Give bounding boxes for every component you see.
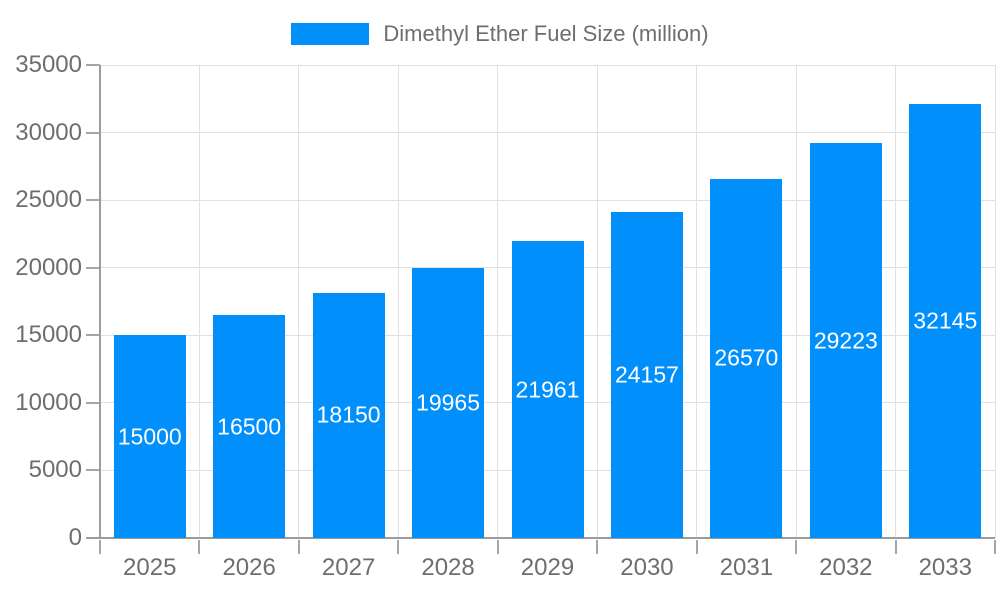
x-axis-label: 2026 xyxy=(222,554,276,581)
y-axis-label: 0 xyxy=(68,524,82,551)
x-axis-label: 2027 xyxy=(321,554,376,581)
gridline-vertical xyxy=(397,65,399,538)
legend-label: Dimethyl Ether Fuel Size (million) xyxy=(383,21,709,46)
x-axis-label: 2028 xyxy=(421,554,475,581)
legend-swatch xyxy=(291,23,370,45)
bar-2030[interactable] xyxy=(610,211,683,538)
gridline-vertical xyxy=(696,65,698,538)
bar-value-label: 26570 xyxy=(714,344,779,371)
x-axis-tick xyxy=(795,540,798,554)
y-axis-tick xyxy=(86,64,100,66)
bar-value-label: 32145 xyxy=(913,307,978,334)
bar-2033[interactable] xyxy=(909,103,982,538)
gridline-vertical xyxy=(596,65,598,538)
x-axis-label: 2033 xyxy=(918,554,972,581)
bar-2032[interactable] xyxy=(809,143,882,538)
y-axis-tick xyxy=(86,266,100,269)
y-axis-tick xyxy=(86,334,100,337)
gridline-horizontal xyxy=(100,132,995,134)
y-axis-label: 35000 xyxy=(15,51,82,78)
gridline-vertical xyxy=(497,65,499,538)
gridline-horizontal xyxy=(100,64,995,66)
x-axis-tick xyxy=(994,540,996,554)
plot-area: 15000 16500 18150 19965 21961 24157 26570 29223… xyxy=(86,64,996,554)
y-axis-tick xyxy=(86,199,100,202)
bar-2029[interactable] xyxy=(511,241,584,538)
bar-2025[interactable] xyxy=(113,335,186,538)
legend[interactable]: Dimethyl Ether Fuel Size (million) xyxy=(0,21,1000,47)
x-axis-tick xyxy=(894,540,897,554)
x-axis-tick xyxy=(297,540,300,554)
x-axis-label: 2031 xyxy=(719,554,774,581)
y-axis-tick xyxy=(86,131,100,134)
x-axis-tick xyxy=(198,540,201,554)
bar-value-label: 15000 xyxy=(117,423,182,450)
x-axis-tick xyxy=(695,540,698,554)
x-axis-label: 2032 xyxy=(819,554,873,581)
y-axis-label: 20000 xyxy=(15,253,82,281)
y-axis-label: 15000 xyxy=(15,321,82,349)
x-axis-tick xyxy=(397,540,400,554)
bar-2031[interactable] xyxy=(710,178,783,538)
gridline-vertical xyxy=(298,65,300,538)
y-axis-tick xyxy=(86,401,100,404)
y-axis-label: 25000 xyxy=(15,186,82,214)
gridline-vertical xyxy=(795,65,797,538)
bar-2027[interactable] xyxy=(312,292,385,538)
gridline-vertical xyxy=(895,65,897,538)
x-axis-label: 2029 xyxy=(520,554,575,581)
x-axis-label: 2025 xyxy=(123,554,177,581)
bar-2028[interactable] xyxy=(412,268,485,538)
bar-value-label: 19965 xyxy=(416,389,481,416)
y-axis-tick xyxy=(86,469,100,472)
y-axis-label: 30000 xyxy=(15,118,82,146)
y-axis-label: 10000 xyxy=(15,388,82,416)
bar-value-label: 24157 xyxy=(614,361,679,388)
bar-value-label: 21961 xyxy=(515,376,580,403)
gridline-vertical xyxy=(994,65,996,538)
y-axis-line xyxy=(99,65,101,538)
gridline-horizontal xyxy=(100,199,995,201)
x-axis-tick xyxy=(596,540,599,554)
x-axis-line xyxy=(86,537,995,539)
x-axis-tick xyxy=(496,540,499,554)
gridline-vertical xyxy=(198,65,200,538)
y-axis-label: 5000 xyxy=(28,456,82,484)
x-axis-tick xyxy=(99,540,101,554)
bar-2026[interactable] xyxy=(213,315,286,538)
x-axis-label: 2030 xyxy=(620,554,674,581)
bar-value-label: 18150 xyxy=(316,401,381,428)
bar-value-label: 16500 xyxy=(217,413,282,439)
bar-value-label: 29223 xyxy=(813,327,878,354)
